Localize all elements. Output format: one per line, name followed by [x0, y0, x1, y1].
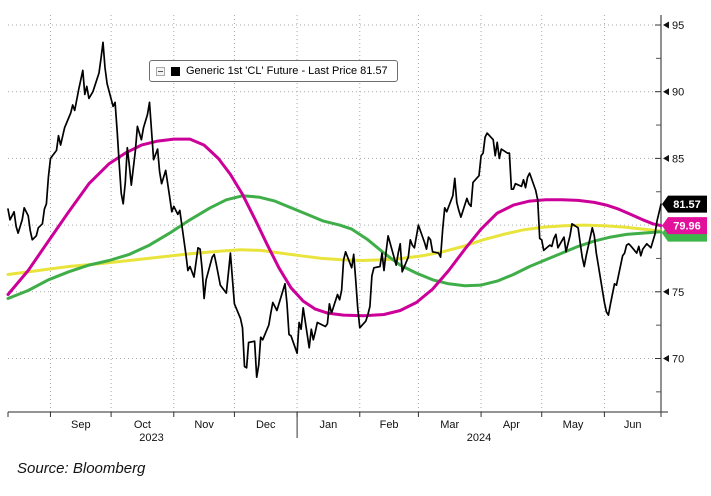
series-line — [6, 137, 663, 318]
x-tick-label: Jun — [624, 419, 642, 431]
y-label-pointer-icon — [663, 21, 669, 29]
x-tick-label: Jan — [320, 419, 338, 431]
price-badge — [662, 217, 707, 235]
series-line — [7, 41, 662, 379]
x-tick-label: Nov — [194, 419, 214, 431]
x-tick-label: Apr — [503, 419, 520, 431]
x-tick-label: Sep — [71, 419, 91, 431]
series-line — [6, 194, 663, 300]
y-tick-label: 70 — [672, 354, 684, 366]
y-label-pointer-icon — [663, 88, 669, 96]
legend-collapse-icon[interactable] — [156, 66, 165, 76]
price-chart: Sep Oct Nov Dec Jan Feb Mar Apr May Jun 2023 2024 95… — [6, 15, 707, 444]
x-tick-label: Mar — [440, 419, 459, 431]
y-tick-label: 75 — [672, 287, 684, 299]
price-badge — [662, 195, 707, 213]
y-tick-label: 95 — [672, 20, 684, 32]
legend-series-marker-icon — [171, 66, 180, 76]
y-label-pointer-icon — [663, 355, 669, 362]
x-year-label: 2024 — [467, 432, 491, 444]
chart-legend[interactable]: Generic 1st 'CL' Future - Last Price 81.… — [149, 60, 398, 82]
series-line — [6, 223, 663, 276]
x-tick-label: Oct — [134, 419, 151, 431]
y-label-pointer-icon — [663, 288, 669, 296]
y-tick-label: 85 — [672, 153, 684, 165]
x-tick-label: Dec — [256, 419, 276, 431]
price-badge-label: 81.57 — [673, 199, 701, 211]
y-tick-label: 90 — [672, 87, 684, 99]
x-year-label: 2023 — [139, 432, 163, 444]
source-note: Source: Bloomberg — [17, 460, 146, 477]
price-badge-label: 79.96 — [673, 221, 701, 233]
x-tick-label: May — [563, 419, 584, 431]
legend-series-label: Generic 1st 'CL' Future - Last Price 81.… — [186, 65, 388, 77]
y-label-pointer-icon — [663, 154, 669, 162]
x-tick-label: Feb — [380, 419, 399, 431]
